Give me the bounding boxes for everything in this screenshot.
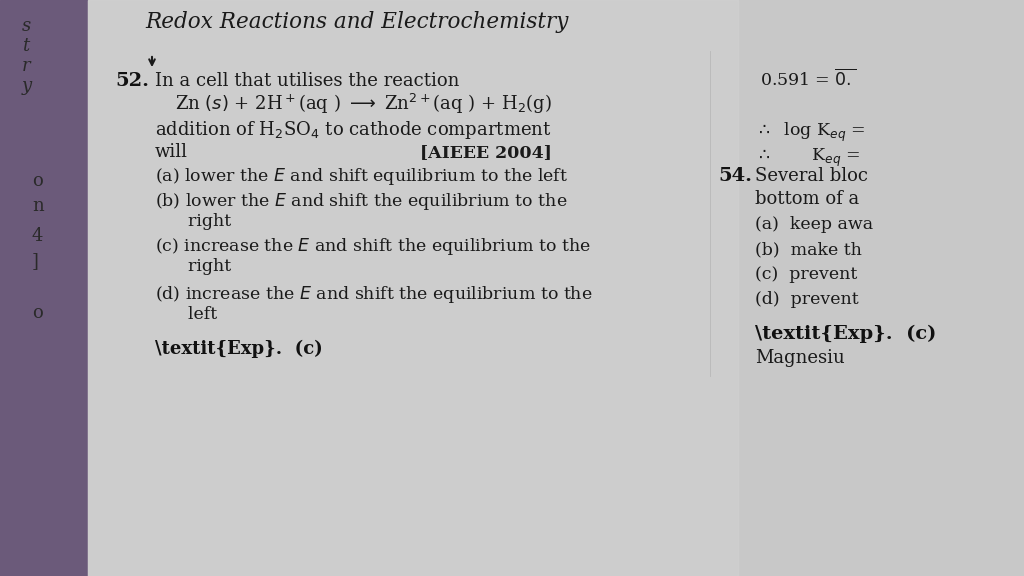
Text: In a cell that utilises the reaction: In a cell that utilises the reaction xyxy=(155,72,460,90)
Text: bottom of a: bottom of a xyxy=(755,190,859,208)
Text: 0.591 = $\overline{0.}$: 0.591 = $\overline{0.}$ xyxy=(760,69,857,90)
Text: 52.: 52. xyxy=(115,72,150,90)
Text: (d)  prevent: (d) prevent xyxy=(755,291,859,308)
Text: right: right xyxy=(155,258,231,275)
Text: (b) lower the $E$ and shift the equilibrium to the: (b) lower the $E$ and shift the equilibr… xyxy=(155,191,567,212)
Text: ]: ] xyxy=(32,252,39,270)
Text: $\therefore$       K$_{eq}$ =: $\therefore$ K$_{eq}$ = xyxy=(755,147,860,169)
Text: n: n xyxy=(32,197,44,215)
Text: (c)  prevent: (c) prevent xyxy=(755,266,857,283)
Text: (c) increase the $E$ and shift the equilibrium to the: (c) increase the $E$ and shift the equil… xyxy=(155,236,591,257)
Text: right: right xyxy=(155,213,231,230)
Text: addition of H$_2$SO$_4$ to cathode compartment: addition of H$_2$SO$_4$ to cathode compa… xyxy=(155,119,552,141)
Text: Redox Reactions and Electrochemistry: Redox Reactions and Electrochemistry xyxy=(145,11,568,33)
Text: s: s xyxy=(22,17,32,35)
Text: (d) increase the $E$ and shift the equilibrium to the: (d) increase the $E$ and shift the equil… xyxy=(155,284,593,305)
Text: 54.: 54. xyxy=(718,167,752,185)
Text: (a) lower the $E$ and shift equilibrium to the left: (a) lower the $E$ and shift equilibrium … xyxy=(155,166,568,187)
Text: Magnesiu: Magnesiu xyxy=(755,349,845,367)
Text: o: o xyxy=(32,172,43,190)
Text: r: r xyxy=(22,57,31,75)
Text: $\therefore$  log K$_{eq}$ =: $\therefore$ log K$_{eq}$ = xyxy=(755,121,865,144)
Text: will: will xyxy=(155,143,188,161)
Text: t: t xyxy=(22,37,30,55)
Text: \textit{Exp}.  (c): \textit{Exp}. (c) xyxy=(755,325,936,343)
Bar xyxy=(88,0,738,576)
Text: (a)  keep awa: (a) keep awa xyxy=(755,216,873,233)
Text: Zn $(s)$ + 2H$^+$(aq ) $\longrightarrow$ Zn$^{2+}$(aq ) + H$_2$(g): Zn $(s)$ + 2H$^+$(aq ) $\longrightarrow$… xyxy=(175,92,552,116)
Bar xyxy=(0,0,88,576)
Text: Several bloc: Several bloc xyxy=(755,167,868,185)
Text: [AIEEE 2004]: [AIEEE 2004] xyxy=(420,144,552,161)
Text: 4: 4 xyxy=(32,227,43,245)
Text: \textit{Exp}.  (c): \textit{Exp}. (c) xyxy=(155,340,323,358)
Text: o: o xyxy=(32,304,43,322)
Text: y: y xyxy=(22,77,32,95)
Text: (b)  make th: (b) make th xyxy=(755,241,862,258)
Text: left: left xyxy=(155,306,217,323)
